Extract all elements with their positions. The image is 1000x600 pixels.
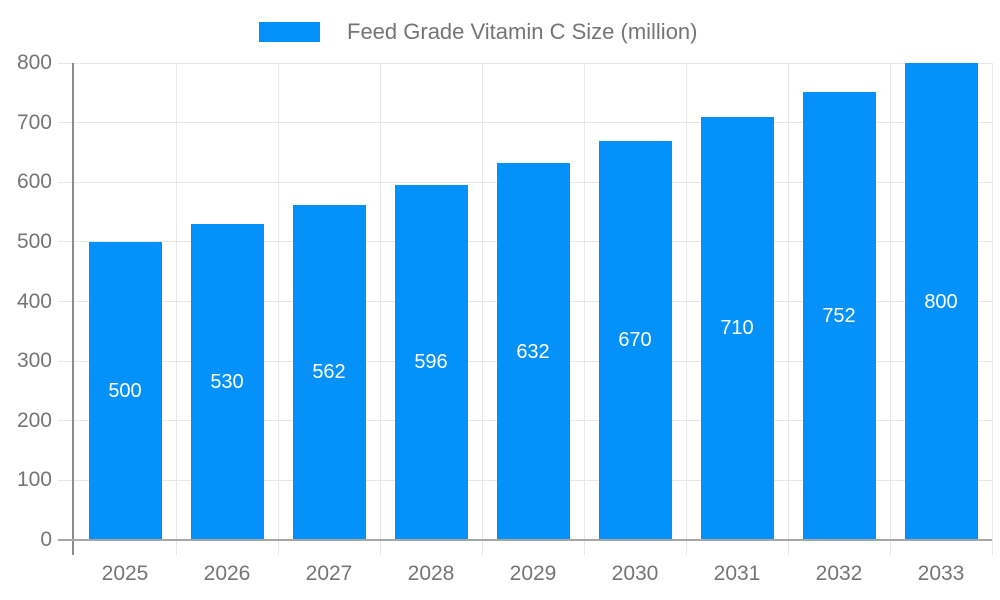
gridline-vertical <box>379 63 381 555</box>
bar-2030[interactable] <box>598 140 672 540</box>
y-axis-line <box>72 63 74 555</box>
gridline-vertical <box>277 63 279 555</box>
gridline-vertical <box>889 63 891 555</box>
bar-value-label: 500 <box>108 379 142 402</box>
x-axis-line <box>58 539 992 541</box>
y-axis-tick-label: 0 <box>40 528 52 551</box>
chart-legend[interactable]: Feed Grade Vitamin C Size (million) <box>0 0 1000 50</box>
bar-2026[interactable] <box>190 223 264 540</box>
y-axis-tick-label: 500 <box>16 229 52 253</box>
gridline-vertical <box>175 63 177 555</box>
gridline-vertical <box>685 63 687 555</box>
x-axis-tick-label: 2027 <box>305 562 353 585</box>
y-axis-tick-label: 600 <box>16 170 52 194</box>
gridline-vertical <box>991 63 993 555</box>
legend-swatch[interactable] <box>259 22 320 42</box>
x-axis-tick-label: 2025 <box>101 562 149 585</box>
y-axis-tick-label: 300 <box>16 349 52 373</box>
bar-2029[interactable] <box>496 163 570 540</box>
bar-value-label: 530 <box>210 370 244 393</box>
bar-value-label: 632 <box>516 340 550 363</box>
gridline-vertical <box>787 63 789 555</box>
x-axis-tick-label: 2028 <box>407 562 455 585</box>
bar-value-label: 670 <box>618 329 652 352</box>
y-axis-tick-label: 800 <box>16 51 52 74</box>
legend-label: Feed Grade Vitamin C Size (million) <box>347 19 698 44</box>
gridline-vertical <box>583 63 585 555</box>
x-axis-tick-label: 2029 <box>509 562 557 585</box>
gridline-vertical <box>481 63 483 555</box>
bar-value-label: 562 <box>312 361 346 384</box>
x-axis-tick-label: 2031 <box>713 562 761 585</box>
y-axis-tick-label: 700 <box>16 110 52 134</box>
bar-2031[interactable] <box>700 116 774 540</box>
x-axis-tick-label: 2030 <box>611 562 659 585</box>
bar-value-label: 710 <box>720 317 754 340</box>
x-axis-tick-label: 2033 <box>917 562 965 585</box>
x-axis-tick-label: 2026 <box>203 562 251 585</box>
bar-2032[interactable] <box>802 91 876 540</box>
x-axis-tick-label: 2032 <box>815 562 863 585</box>
y-axis-tick-label: 400 <box>16 289 52 313</box>
bar-2028[interactable] <box>394 184 468 540</box>
bar-value-label: 752 <box>822 304 856 327</box>
bar-2033[interactable] <box>904 63 978 540</box>
bar-2027[interactable] <box>292 204 366 540</box>
bar-value-label: 800 <box>924 290 958 313</box>
gridline-horizontal <box>58 62 992 64</box>
bar-2025[interactable] <box>88 241 162 540</box>
gridline-horizontal <box>58 122 992 124</box>
y-axis-tick-label: 100 <box>16 468 52 492</box>
bar-value-label: 596 <box>414 351 448 374</box>
y-axis-tick-label: 200 <box>16 408 52 432</box>
